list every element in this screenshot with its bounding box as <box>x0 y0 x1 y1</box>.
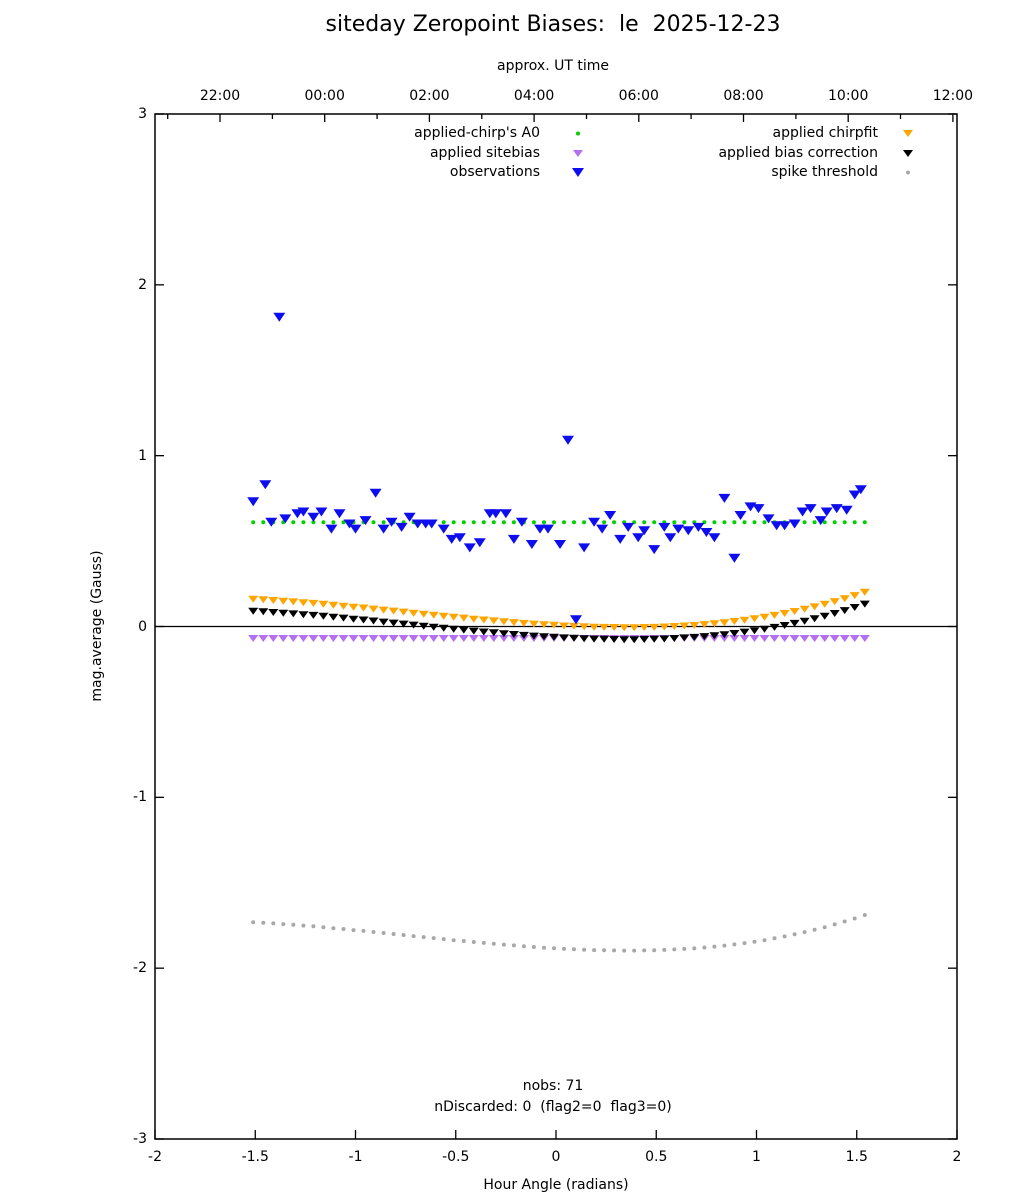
legend-label-applied-sitebias: applied sitebias <box>429 145 540 161</box>
x-axis-tick-label: 1.5 <box>845 1149 868 1165</box>
y-axis-tick-label: -1 <box>133 789 147 806</box>
legend-label-applied-chirpfit: applied chirpfit <box>772 125 879 141</box>
x-axis-tick-label: 0.5 <box>645 1149 668 1165</box>
ndiscarded-annotation: nDiscarded: 0 (flag2=0 flag3=0) <box>434 1099 672 1115</box>
x-axis-tick-label: 2 <box>952 1149 962 1165</box>
y-axis-title: mag.average (Gauss) <box>89 550 105 702</box>
y-axis-tick-label: -3 <box>133 1131 147 1147</box>
top-axis-tick-label: 22:00 <box>199 88 241 104</box>
legend-label-observations: observations <box>449 164 540 180</box>
x-axis-tick-label: -1 <box>348 1149 363 1165</box>
top-axis-tick-label: 02:00 <box>409 88 450 104</box>
top-axis-tick-label: 08:00 <box>723 88 764 104</box>
top-axis-title: approx. UT time <box>497 58 609 74</box>
y-axis-tick-label: 1 <box>138 447 147 464</box>
x-axis-title: Hour Angle (radians) <box>483 1177 629 1193</box>
nobs-annotation: nobs: 71 <box>522 1078 584 1094</box>
x-axis-tick-label: -1.5 <box>241 1149 269 1165</box>
legend-label-spike-threshold: spike threshold <box>771 164 878 180</box>
y-axis-tick-label: 2 <box>138 276 147 293</box>
y-axis-tick-label: 0 <box>138 618 147 635</box>
y-axis-tick-label: -2 <box>133 960 147 977</box>
x-axis-tick-label: -0.5 <box>442 1149 470 1165</box>
y-axis-tick-label: 3 <box>138 106 147 122</box>
top-axis-tick-label: 04:00 <box>513 88 555 104</box>
x-axis-tick-label: 0 <box>551 1149 561 1165</box>
chart-title: siteday Zeropoint Biases: le 2025-12-23 <box>325 12 781 37</box>
top-axis-tick-label: 06:00 <box>618 88 659 104</box>
top-axis-tick-label: 12:00 <box>932 88 974 104</box>
legend-label-applied-chirps-a0: applied-chirp's A0 <box>414 125 540 141</box>
legend-label-applied-bias-correction: applied bias correction <box>718 145 878 161</box>
top-axis-tick-label: 00:00 <box>304 88 345 104</box>
x-axis-tick-label: 1 <box>752 1149 761 1165</box>
x-axis-tick-label: -2 <box>148 1149 162 1165</box>
top-axis-tick-label: 10:00 <box>828 88 869 104</box>
